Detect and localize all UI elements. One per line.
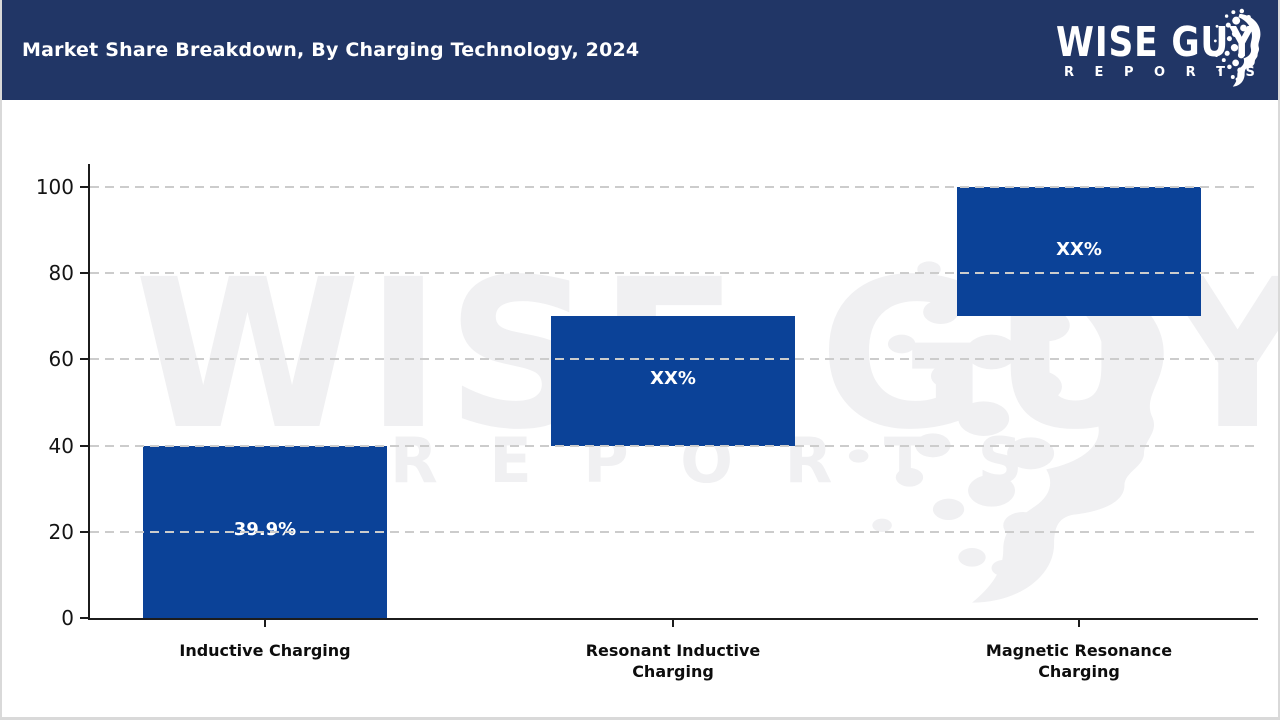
gridline <box>90 186 1258 188</box>
bar-segment: XX% <box>957 187 1201 317</box>
x-tick <box>264 620 266 627</box>
y-tick-label: 60 <box>48 347 74 372</box>
y-tick <box>80 358 88 361</box>
x-category-label-line: Resonant Inductive <box>585 641 761 660</box>
x-category-label-line: Charging <box>1038 662 1120 681</box>
y-tick <box>80 186 88 188</box>
gridline <box>90 530 1258 533</box>
x-tick <box>1078 620 1080 627</box>
bar-value-label: XX% <box>650 367 696 389</box>
x-axis-spine <box>88 618 1258 620</box>
y-tick <box>80 617 88 619</box>
gridline <box>90 272 1258 275</box>
y-tick-label: 100 <box>35 175 74 199</box>
x-category-label: Magnetic Resonance Charging <box>939 640 1219 682</box>
y-tick <box>80 272 88 275</box>
chart-title: Market Share Breakdown, By Charging Tech… <box>22 39 640 61</box>
y-tick-label: 40 <box>48 433 74 458</box>
gridline <box>90 358 1258 361</box>
logo-wordmark: WISE GUY <box>1056 18 1256 66</box>
bar-value-label: 39.9% <box>233 519 297 540</box>
y-tick-label: 80 <box>48 261 74 286</box>
y-tick-label: 20 <box>48 519 74 544</box>
x-category-label: Inductive Charging <box>125 640 405 661</box>
bar-segment: XX% <box>551 316 795 446</box>
y-tick-label: 0 <box>61 606 74 630</box>
logo-face-icon <box>1213 8 1261 87</box>
gridline <box>90 444 1258 447</box>
y-tick <box>80 530 88 533</box>
x-tick <box>672 620 674 627</box>
x-category-label-line: Magnetic Resonance <box>985 641 1173 660</box>
x-category-label-line: Charging <box>632 662 714 681</box>
x-category-label: Resonant Inductive Charging <box>533 640 813 682</box>
y-tick <box>80 444 88 447</box>
y-axis-spine <box>88 164 90 620</box>
wise-guy-logo: WISE GUY R E P O R T S <box>1020 6 1270 96</box>
header-bar: Market Share Breakdown, By Charging Tech… <box>2 0 1278 100</box>
x-category-label-line: Inductive Charging <box>179 641 351 660</box>
bar-value-label: XX% <box>1056 238 1102 260</box>
logo-subtitle: R E P O R T S <box>1064 65 1263 80</box>
